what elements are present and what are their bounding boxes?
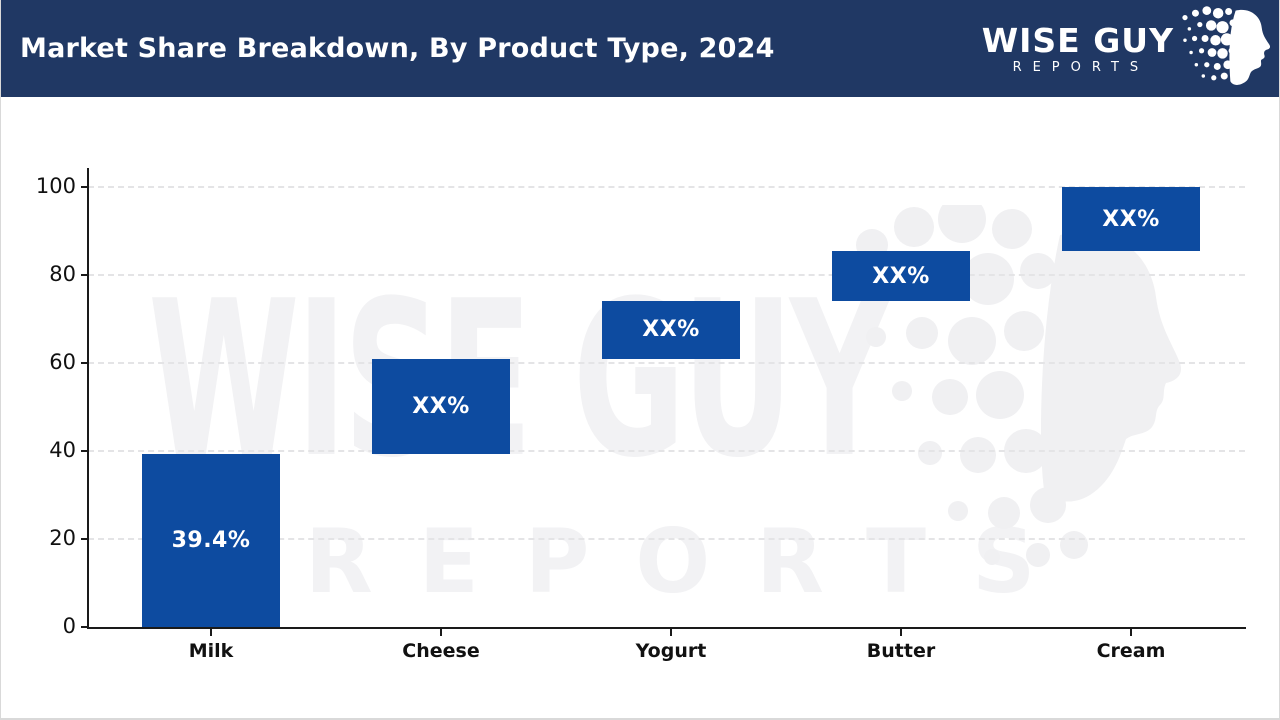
- x-axis-line: [87, 627, 1246, 629]
- x-tick-mark-cheese: [440, 629, 442, 636]
- bar-cream: XX%: [1062, 187, 1200, 252]
- x-tick-mark-milk: [210, 629, 212, 636]
- x-tick-label-milk: Milk: [188, 640, 234, 662]
- chart-title: Market Share Breakdown, By Product Type,…: [20, 33, 775, 64]
- bar-value-label-butter: XX%: [872, 263, 930, 289]
- brand-subname: REPORTS: [1012, 59, 1150, 75]
- bar-value-label-yogurt: XX%: [642, 317, 700, 343]
- y-tick-label-100: 100: [35, 174, 76, 199]
- x-tick-mark-butter: [900, 629, 902, 636]
- gridline-20: [88, 538, 1245, 540]
- gridline-60: [88, 362, 1245, 364]
- bar-value-label-cheese: XX%: [412, 393, 470, 419]
- x-tick-label-yogurt: Yogurt: [635, 640, 707, 662]
- y-tick-mark-20: [81, 538, 88, 540]
- y-tick-mark-0: [81, 626, 88, 628]
- x-tick-label-butter: Butter: [866, 640, 936, 662]
- y-tick-label-40: 40: [49, 438, 76, 463]
- y-tick-label-0: 0: [62, 614, 76, 639]
- x-tick-label-cream: Cream: [1096, 640, 1166, 662]
- y-tick-mark-60: [81, 362, 88, 364]
- gridline-40: [88, 450, 1245, 452]
- bar-yogurt: XX%: [602, 301, 740, 359]
- brand-head-dots-icon: [1182, 5, 1271, 85]
- x-tick-mark-cream: [1130, 629, 1132, 636]
- brand-logo: WISE GUY REPORTS: [982, 2, 1280, 96]
- y-tick-label-80: 80: [49, 262, 76, 287]
- bar-butter: XX%: [832, 251, 970, 302]
- y-tick-label-20: 20: [49, 526, 76, 551]
- gridline-80: [88, 274, 1245, 276]
- brand-name: WISE GUY: [981, 20, 1174, 60]
- bar-value-label-milk: 39.4%: [171, 527, 251, 553]
- bar-milk: 39.4%: [142, 453, 280, 627]
- y-tick-mark-80: [81, 274, 88, 276]
- y-tick-mark-100: [81, 186, 88, 188]
- y-tick-mark-40: [81, 450, 88, 452]
- bar-value-label-cream: XX%: [1102, 206, 1160, 232]
- y-axis-line: [87, 168, 89, 629]
- bar-cheese: XX%: [372, 358, 510, 454]
- brand-logo-text: WISE GUY REPORTS: [982, 24, 1174, 74]
- x-tick-mark-yogurt: [670, 629, 672, 636]
- gridline-100: [88, 186, 1245, 188]
- y-tick-label-60: 60: [49, 350, 76, 375]
- header-bar: Market Share Breakdown, By Product Type,…: [0, 0, 1280, 97]
- x-tick-label-cheese: Cheese: [402, 640, 480, 662]
